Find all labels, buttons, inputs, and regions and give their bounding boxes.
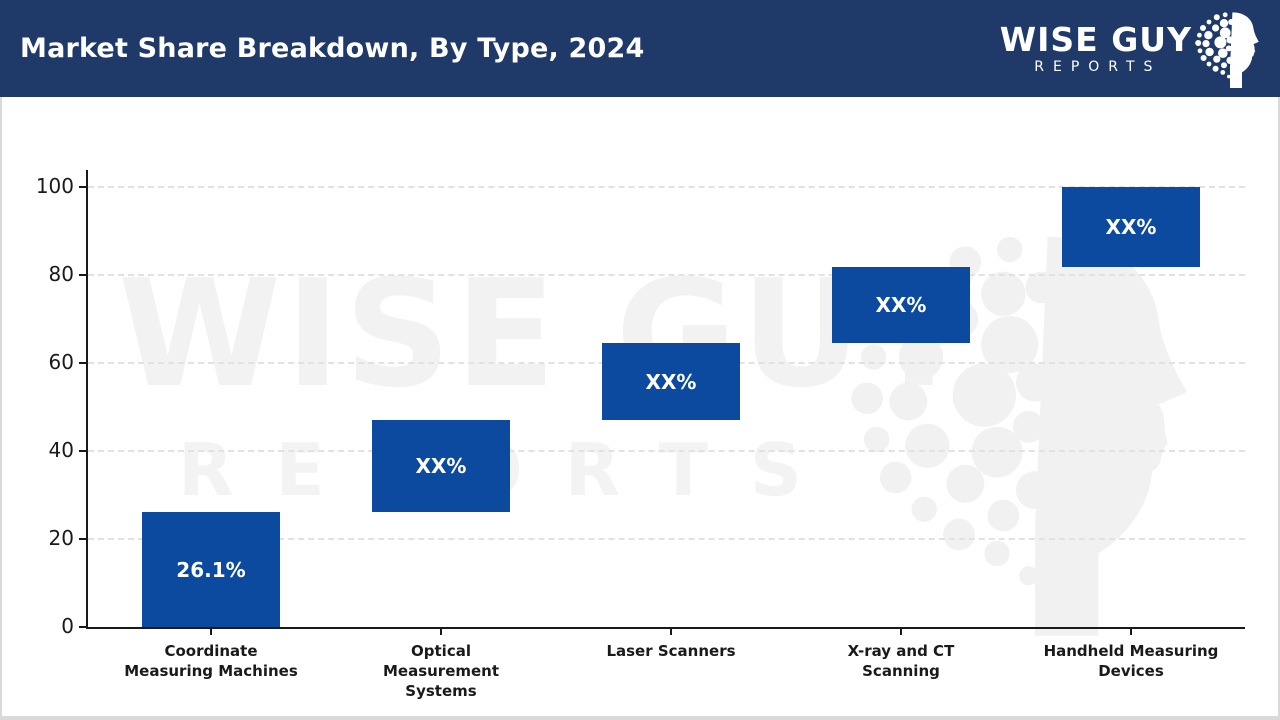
y-tick-label: 60 bbox=[48, 350, 74, 374]
bar-value-label: XX% bbox=[875, 293, 927, 318]
watermark-reports-label: REPORTS bbox=[178, 428, 844, 512]
y-tick-mark bbox=[79, 538, 87, 540]
x-category-label: X-ray and CT Scanning bbox=[847, 642, 955, 680]
x-category-label: Handheld Measuring Devices bbox=[1043, 642, 1219, 680]
bar-segment: XX% bbox=[372, 420, 510, 513]
frame-bottom-edge bbox=[0, 716, 1280, 720]
y-tick-mark bbox=[79, 626, 87, 628]
x-category-label: Optical Measurement Systems bbox=[382, 642, 500, 700]
x-tick-mark bbox=[210, 629, 212, 635]
y-gridline bbox=[88, 186, 1245, 188]
x-tick-mark bbox=[670, 629, 672, 635]
y-tick-mark bbox=[79, 186, 87, 188]
wise-guy-reports-logo: WISE GUY REPORTS bbox=[1000, 7, 1266, 91]
logo-text: WISE GUY REPORTS bbox=[1000, 23, 1192, 74]
frame-left-edge bbox=[0, 97, 2, 720]
page-title: Market Share Breakdown, By Type, 2024 bbox=[20, 33, 645, 64]
y-tick-mark bbox=[79, 362, 87, 364]
watermark-wordmark: WISE GUY bbox=[118, 248, 977, 420]
y-tick-mark bbox=[79, 450, 87, 452]
logo-wordmark: WISE GUY bbox=[999, 20, 1192, 59]
bar-segment: 26.1% bbox=[142, 512, 280, 627]
bar-segment: XX% bbox=[602, 343, 740, 421]
y-tick-label: 80 bbox=[48, 262, 74, 286]
y-tick-label: 0 bbox=[61, 614, 74, 638]
bar-value-label: XX% bbox=[645, 369, 697, 394]
bar-value-label: XX% bbox=[415, 454, 467, 479]
bar-value-label: XX% bbox=[1105, 215, 1157, 240]
waterfall-chart: 0 20 40 60 80 100 26.1% Coordinate Measuring Ma… bbox=[0, 97, 1280, 716]
x-tick-mark bbox=[900, 629, 902, 635]
bar-value-label: 26.1% bbox=[176, 557, 246, 582]
dotted-head-icon bbox=[1194, 7, 1266, 91]
y-tick-label: 40 bbox=[48, 438, 74, 462]
x-category-label: Laser Scanners bbox=[606, 642, 736, 660]
frame-right-edge bbox=[1278, 97, 1280, 720]
x-tick-mark bbox=[1130, 629, 1132, 635]
logo-reports-label: REPORTS bbox=[1034, 59, 1162, 75]
y-gridline bbox=[88, 274, 1245, 276]
y-gridline bbox=[88, 538, 1245, 540]
bar-segment: XX% bbox=[1062, 187, 1200, 268]
y-tick-mark bbox=[79, 274, 87, 276]
bar-segment: XX% bbox=[832, 267, 970, 344]
y-axis-line bbox=[86, 170, 88, 629]
x-category-label: Coordinate Measuring Machines bbox=[124, 642, 298, 680]
y-tick-label: 20 bbox=[48, 526, 74, 550]
header-bar: Market Share Breakdown, By Type, 2024 WI… bbox=[0, 0, 1280, 97]
y-gridline bbox=[88, 450, 1245, 452]
y-tick-label: 100 bbox=[35, 174, 74, 198]
x-tick-mark bbox=[440, 629, 442, 635]
x-axis-line bbox=[86, 627, 1245, 629]
